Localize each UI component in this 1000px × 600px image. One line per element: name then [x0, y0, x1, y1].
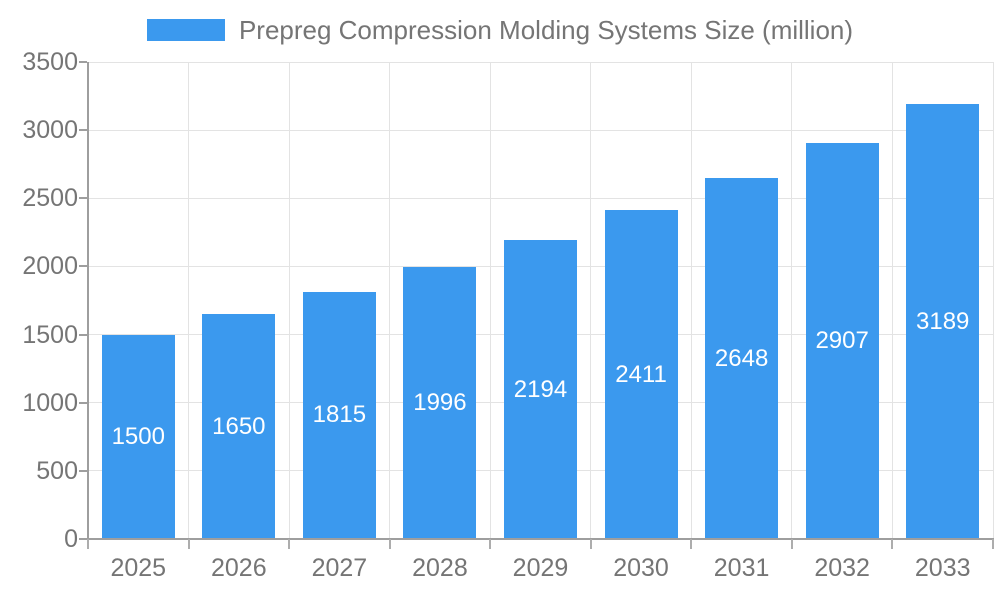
x-axis-label: 2031 [713, 554, 770, 582]
legend-swatch [146, 19, 225, 41]
h-gridline [88, 129, 993, 131]
v-gridline [389, 62, 391, 539]
v-gridline [188, 62, 190, 539]
y-axis-label: 1000 [22, 388, 78, 417]
y-axis-label: 0 [64, 525, 78, 553]
x-axis-label: 2030 [613, 554, 669, 582]
bar-value-label: 1650 [212, 412, 266, 440]
y-tick-mark [79, 401, 87, 404]
y-tick-mark [79, 333, 87, 336]
v-gridline [992, 62, 994, 539]
x-axis-label: 2028 [412, 554, 468, 582]
y-axis-line [87, 62, 89, 539]
bar-2026[interactable]: 1650 [202, 314, 276, 539]
h-gridline [88, 61, 993, 63]
y-tick-mark [79, 265, 87, 268]
plot-area: 1500 1650 1815 1996 2194 2411 2648 2907 3189 [79, 61, 994, 549]
y-axis-label: 2000 [22, 252, 78, 281]
x-tick-mark [187, 539, 190, 549]
x-tick-mark [489, 539, 492, 549]
x-axis-label: 2026 [211, 554, 267, 582]
x-tick-mark [790, 539, 793, 549]
x-axis-label: 2025 [110, 554, 167, 582]
y-tick-mark [79, 197, 87, 200]
y-axis-label: 500 [36, 456, 78, 485]
y-axis-label: 2500 [22, 184, 78, 213]
y-axis-label: 3500 [22, 48, 78, 76]
x-tick-mark [992, 539, 994, 549]
bar-2032[interactable]: 2907 [805, 142, 879, 539]
y-axis-label: 1500 [22, 320, 78, 349]
v-gridline [891, 62, 893, 539]
bar-value-label: 1815 [312, 401, 367, 429]
x-axis-line [87, 538, 994, 540]
y-axis-label: 3000 [22, 116, 78, 145]
v-gridline [690, 62, 692, 539]
bar-2028[interactable]: 1996 [403, 266, 477, 539]
x-tick-mark [87, 539, 89, 549]
y-tick-mark [79, 538, 87, 540]
y-tick-mark [79, 469, 87, 472]
bar-value-label: 1996 [413, 388, 467, 416]
y-tick-mark [79, 61, 87, 63]
bar-value-label: 3189 [916, 307, 970, 335]
legend[interactable]: Prepreg Compression Molding Systems Size… [0, 15, 1000, 45]
v-gridline [590, 62, 592, 539]
y-tick-mark [79, 129, 87, 132]
bar-value-label: 2907 [815, 326, 869, 354]
x-tick-mark [690, 539, 693, 549]
h-gridline [88, 197, 993, 199]
v-gridline [489, 62, 491, 539]
x-axis-label: 2027 [311, 554, 368, 582]
bar-2029[interactable]: 2194 [504, 240, 577, 539]
x-axis-label: 2032 [814, 554, 870, 582]
bar-value-label: 2194 [513, 375, 568, 403]
bar-value-label: 1500 [111, 422, 165, 450]
bar-2027[interactable]: 1815 [302, 291, 376, 539]
x-axis-label: 2033 [914, 554, 971, 582]
x-tick-mark [589, 539, 592, 549]
bar-2033[interactable]: 3189 [906, 104, 980, 539]
bar-value-label: 2411 [615, 360, 667, 388]
bar-2030[interactable]: 2411 [604, 210, 678, 539]
x-tick-mark [388, 539, 391, 549]
x-axis-label: 2029 [512, 554, 569, 582]
bar-2025[interactable]: 1500 [101, 334, 175, 539]
x-tick-mark [288, 539, 291, 549]
legend-label: Prepreg Compression Molding Systems Size… [238, 15, 854, 45]
bar-2031[interactable]: 2648 [705, 178, 779, 539]
bar-value-label: 2648 [714, 344, 769, 372]
v-gridline [791, 62, 793, 539]
v-gridline [288, 62, 290, 539]
x-tick-mark [891, 539, 894, 549]
